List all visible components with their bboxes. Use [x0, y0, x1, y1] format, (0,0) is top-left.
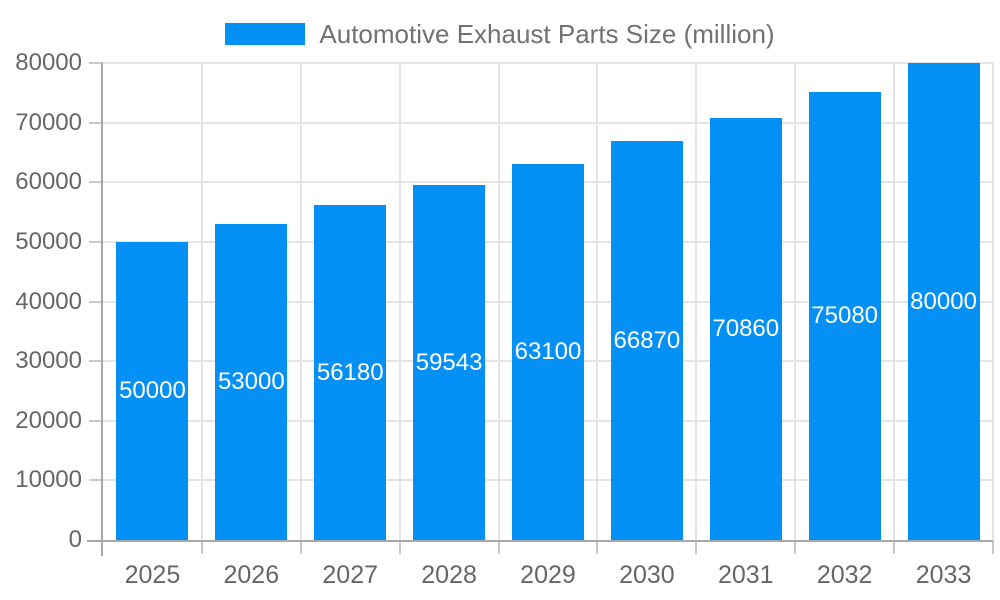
y-axis-tick-label: 0: [68, 526, 82, 553]
bar-value-label: 75080: [811, 302, 879, 330]
gridline-vertical: [596, 63, 599, 540]
y-axis-tick: [89, 360, 103, 363]
bar-value-label: 56180: [316, 358, 384, 386]
y-axis-tick: [89, 240, 103, 243]
x-axis-tick: [695, 541, 698, 554]
x-axis-tick-label: 2025: [124, 561, 181, 589]
bar-2031[interactable]: 70860: [709, 117, 782, 540]
y-axis-line: [101, 63, 103, 556]
bar-value-label: 63100: [514, 337, 582, 365]
gridline-vertical: [200, 63, 203, 540]
legend[interactable]: Automotive Exhaust Parts Size (million): [0, 20, 1000, 48]
legend-label: Automotive Exhaust Parts Size (million): [319, 19, 775, 49]
y-axis-tick-label: 60000: [15, 168, 82, 196]
x-axis-tick: [794, 541, 797, 554]
legend-swatch: [225, 23, 306, 45]
gridline-vertical: [794, 63, 797, 540]
bar-2025[interactable]: 50000: [116, 241, 189, 540]
x-axis-tick-label: 2029: [520, 561, 576, 589]
x-axis-tick: [200, 541, 203, 554]
bar-value-label: 53000: [217, 368, 285, 395]
y-axis-tick: [89, 300, 103, 303]
x-axis-tick: [992, 541, 994, 554]
bar-value-label: 66870: [613, 326, 681, 354]
x-axis-tick-label: 2032: [816, 561, 873, 589]
x-axis-tick: [299, 541, 302, 554]
x-axis-line: [87, 540, 993, 542]
gridline-vertical: [695, 63, 698, 540]
gridline-horizontal: [103, 62, 993, 64]
gridline-horizontal: [103, 121, 993, 124]
gridline-vertical: [497, 63, 500, 540]
bar-value-label: 50000: [119, 376, 186, 404]
y-axis-tick-label: 30000: [15, 347, 82, 375]
gridline-vertical: [893, 63, 896, 540]
y-axis-tick-label: 20000: [15, 406, 82, 434]
y-axis-tick: [89, 181, 103, 184]
x-axis-tick: [893, 541, 896, 554]
y-axis-tick-label: 70000: [15, 108, 82, 136]
y-axis-tick: [89, 479, 103, 482]
gridline-vertical: [299, 63, 302, 540]
bar-2029[interactable]: 63100: [512, 163, 584, 540]
y-axis-tick-label: 80000: [15, 49, 82, 76]
y-axis-tick: [89, 121, 103, 124]
x-axis-tick-label: 2026: [223, 561, 280, 589]
x-axis-tick-label: 2028: [421, 561, 477, 589]
x-axis-tick: [596, 541, 599, 554]
y-axis-tick: [89, 419, 103, 422]
bar-2030[interactable]: 66870: [610, 141, 683, 540]
y-axis-tick-label: 10000: [15, 466, 82, 494]
bar-value-label: 59543: [415, 348, 483, 376]
x-axis-tick-label: 2027: [322, 561, 379, 589]
x-axis-tick-label: 2033: [915, 561, 972, 589]
bar-2026[interactable]: 53000: [215, 224, 288, 540]
gridline-vertical: [992, 63, 994, 540]
gridline-vertical: [398, 63, 401, 540]
y-axis-tick-label: 50000: [15, 227, 82, 255]
y-axis-tick-label: 40000: [15, 287, 82, 315]
bar-2028[interactable]: 59543: [413, 184, 486, 540]
bar-value-label: 70860: [712, 314, 780, 342]
x-axis-tick: [497, 541, 500, 554]
x-axis-tick-label: 2031: [717, 561, 774, 589]
plot-grid: 50000 53000 56180 59543 63100 66870 70860 75080…: [103, 62, 993, 540]
bar-value-label: 80000: [910, 287, 977, 315]
x-axis-tick: [398, 541, 401, 554]
bar-2027[interactable]: 56180: [314, 205, 387, 540]
bar-2032[interactable]: 75080: [808, 92, 881, 540]
bar-2033[interactable]: 80000: [907, 63, 980, 540]
x-axis-tick-label: 2030: [619, 561, 675, 589]
y-axis-tick: [89, 62, 103, 64]
